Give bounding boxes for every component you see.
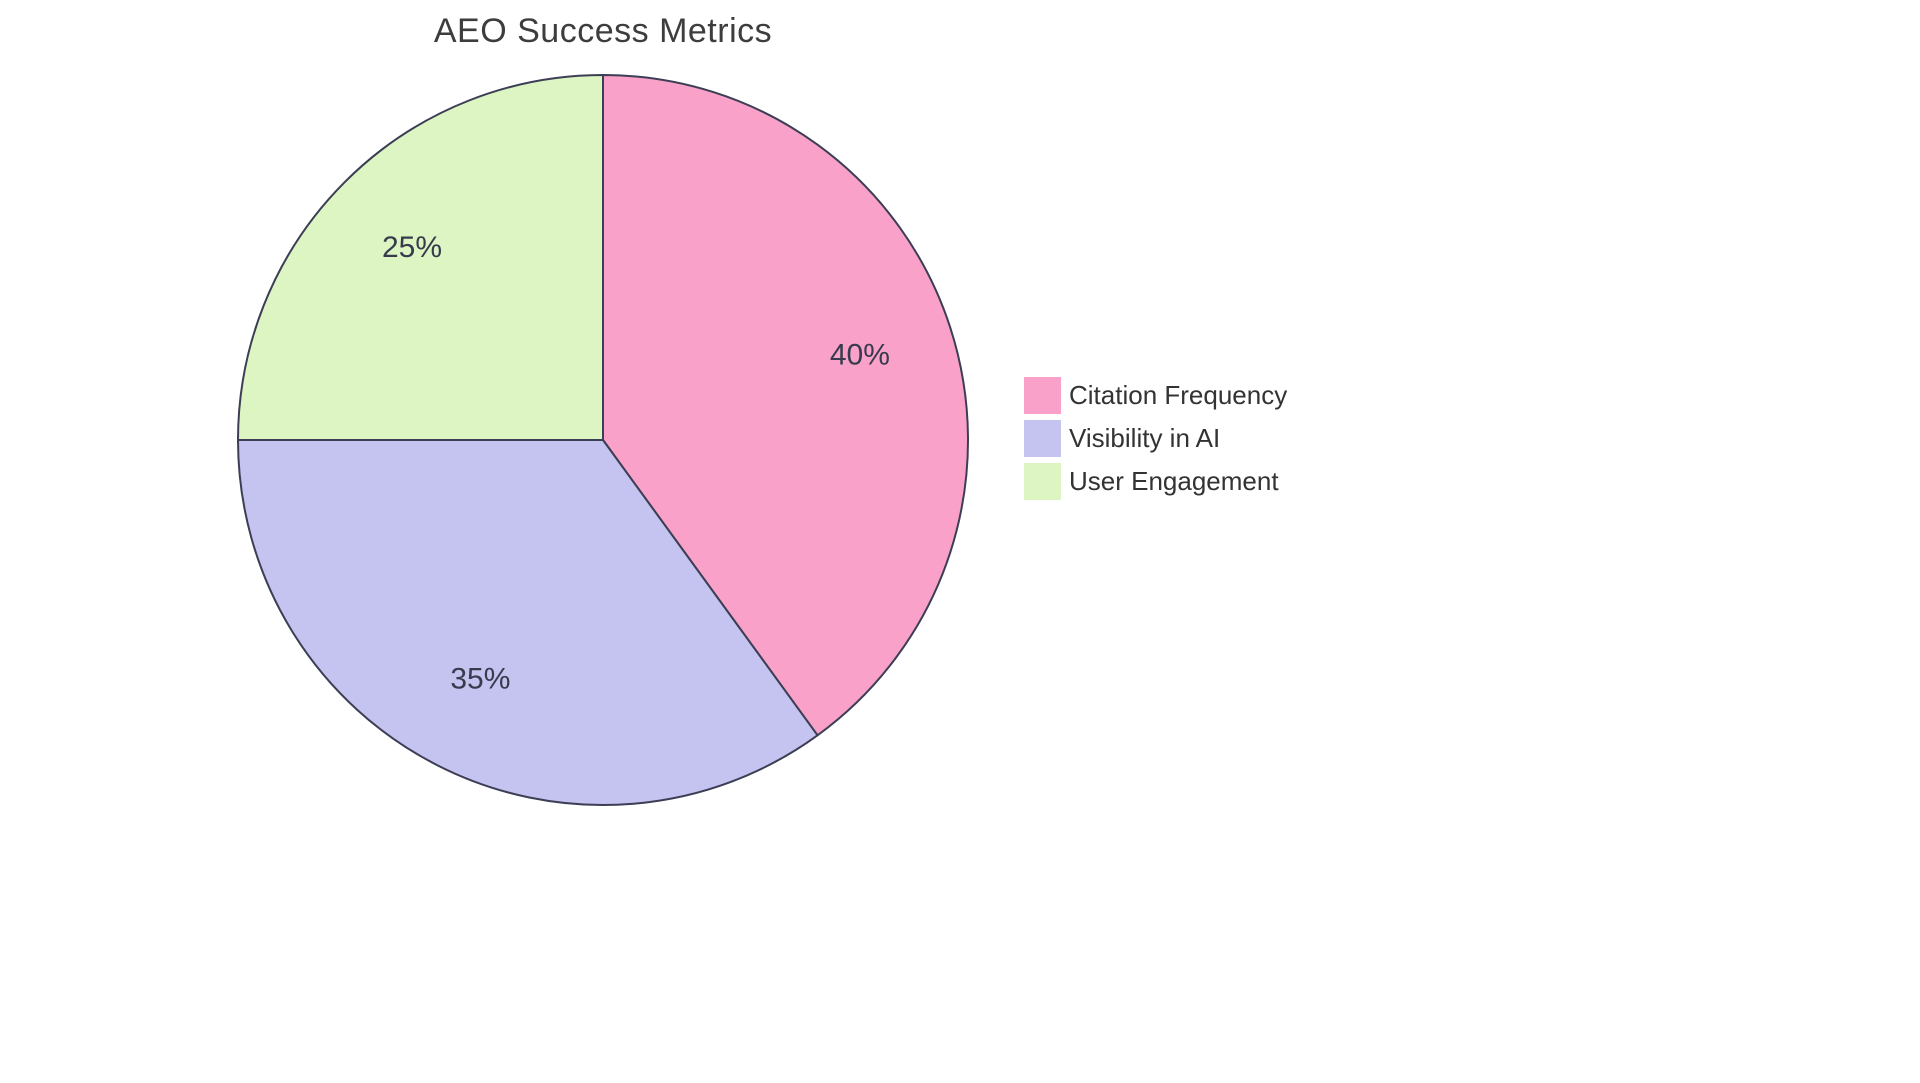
legend-label: Visibility in AI bbox=[1069, 423, 1221, 453]
pie-slice-2 bbox=[237, 74, 604, 441]
legend-label: Citation Frequency bbox=[1069, 380, 1288, 410]
legend: Citation Frequency Visibility in AI User E… bbox=[1024, 374, 1287, 503]
legend-item: User Engagement bbox=[1024, 460, 1287, 503]
legend-label: User Engagement bbox=[1069, 466, 1279, 496]
legend-swatch bbox=[1024, 420, 1061, 457]
pie-slice-1 bbox=[237, 439, 819, 806]
legend-item: Citation Frequency bbox=[1024, 374, 1287, 417]
pie-slice-pct-label: 25% bbox=[382, 231, 442, 264]
legend-swatch bbox=[1024, 377, 1061, 414]
legend-swatch bbox=[1024, 463, 1061, 500]
pie-slice-0 bbox=[602, 74, 969, 737]
pie-slice-pct-label: 35% bbox=[450, 663, 510, 696]
chart-title: AEO Success Metrics bbox=[433, 12, 773, 50]
pie-slice-pct-label: 40% bbox=[830, 338, 890, 371]
legend-item: Visibility in AI bbox=[1024, 417, 1287, 460]
